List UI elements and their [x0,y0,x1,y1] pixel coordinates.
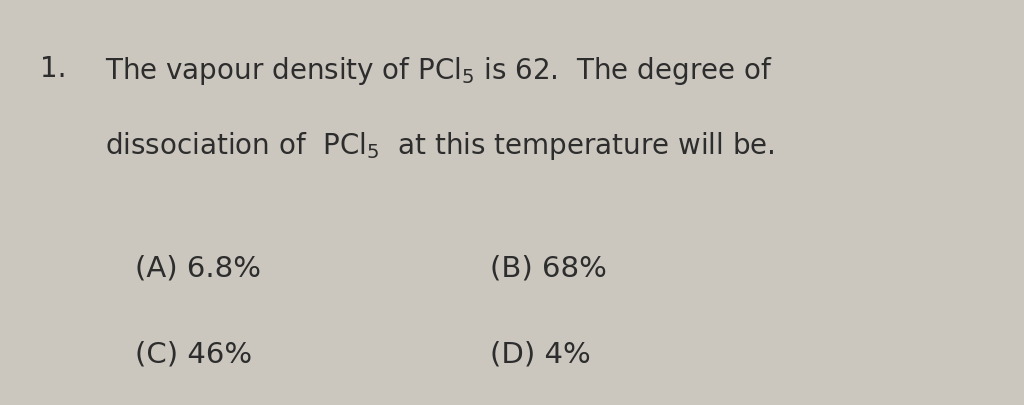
Text: (D) 4%: (D) 4% [490,340,591,368]
Text: (C) 46%: (C) 46% [135,340,252,368]
Text: The vapour density of PCl$_5$ is 62.  The degree of: The vapour density of PCl$_5$ is 62. The… [105,55,773,87]
Text: (B) 68%: (B) 68% [490,255,607,283]
Text: 1.: 1. [40,55,67,83]
Text: dissociation of  PCl$_5$  at this temperature will be.: dissociation of PCl$_5$ at this temperat… [105,130,775,162]
Text: (A) 6.8%: (A) 6.8% [135,255,261,283]
